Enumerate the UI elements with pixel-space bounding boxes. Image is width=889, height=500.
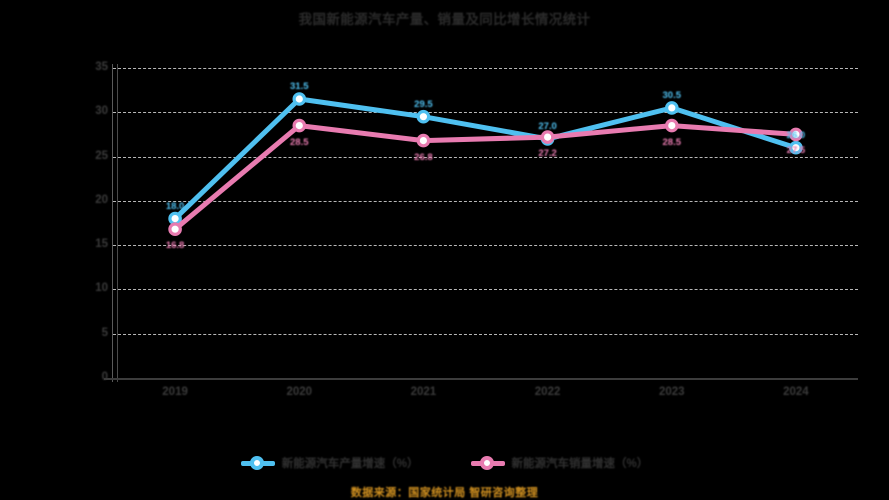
y-axis-tick-label: 35 — [95, 61, 108, 73]
data-point-label: 29.5 — [414, 98, 433, 110]
legend-marker-icon — [470, 456, 505, 470]
gridline — [113, 200, 858, 202]
legend-item[interactable]: 新能源汽车销量增速（%） — [470, 455, 649, 471]
gridline — [113, 289, 858, 291]
y-axis-line-inner — [117, 64, 118, 382]
y-axis-tick-label: 5 — [101, 326, 108, 339]
data-point-label: 26.0 — [786, 129, 806, 141]
x-axis-tick-label: 2023 — [658, 386, 685, 398]
gridline — [113, 245, 858, 247]
gridline — [113, 333, 858, 335]
x-axis-tick-label: 2022 — [534, 386, 561, 398]
x-axis-tick-label: 2024 — [783, 386, 809, 398]
y-axis-line — [112, 64, 113, 382]
data-point-label: 16.8 — [165, 240, 185, 252]
legend-item[interactable]: 新能源汽车产量增速（%） — [240, 455, 419, 471]
gridline — [113, 112, 858, 114]
y-axis-tick-label: 15 — [95, 238, 108, 251]
y-axis-tick-label: 10 — [95, 282, 108, 295]
y-axis-tick-label: 30 — [95, 105, 108, 118]
data-point-label: 27.0 — [538, 120, 557, 132]
y-axis-tick-label: 0 — [101, 371, 108, 383]
x-axis-line — [104, 378, 858, 380]
gridline — [113, 156, 858, 158]
plot-area — [113, 68, 858, 380]
gridline — [113, 68, 858, 69]
legend-marker-icon — [240, 456, 275, 470]
data-point-label: 18.0 — [165, 200, 185, 212]
y-axis-tick-label: 20 — [95, 193, 108, 206]
data-point-label: 31.5 — [290, 81, 309, 92]
data-point-label: 28.5 — [290, 136, 309, 148]
x-axis-tick-label: 2019 — [162, 386, 188, 398]
legend-label: 新能源汽车产量增速（%） — [281, 458, 419, 470]
legend-label: 新能源汽车销量增速（%） — [511, 458, 649, 470]
chart-legend: 新能源汽车产量增速（%） 新能源汽车销量增速（%） — [0, 455, 889, 471]
data-point-label: 27.2 — [538, 148, 557, 160]
y-axis-tick-label: 25 — [95, 149, 108, 162]
data-point-label: 26.8 — [414, 151, 433, 163]
data-point-label: 30.5 — [662, 89, 682, 101]
data-point-label: 27.5 — [786, 145, 806, 157]
x-axis-tick-label: 2021 — [410, 386, 437, 398]
chart-title: 我国新能源汽车产量、销量及同比增长情况统计 — [298, 12, 591, 27]
x-axis-tick-label: 2020 — [286, 386, 313, 398]
source-watermark: 数据来源：国家统计局 智研咨询整理 — [350, 487, 539, 499]
data-point-label: 28.5 — [662, 136, 682, 148]
